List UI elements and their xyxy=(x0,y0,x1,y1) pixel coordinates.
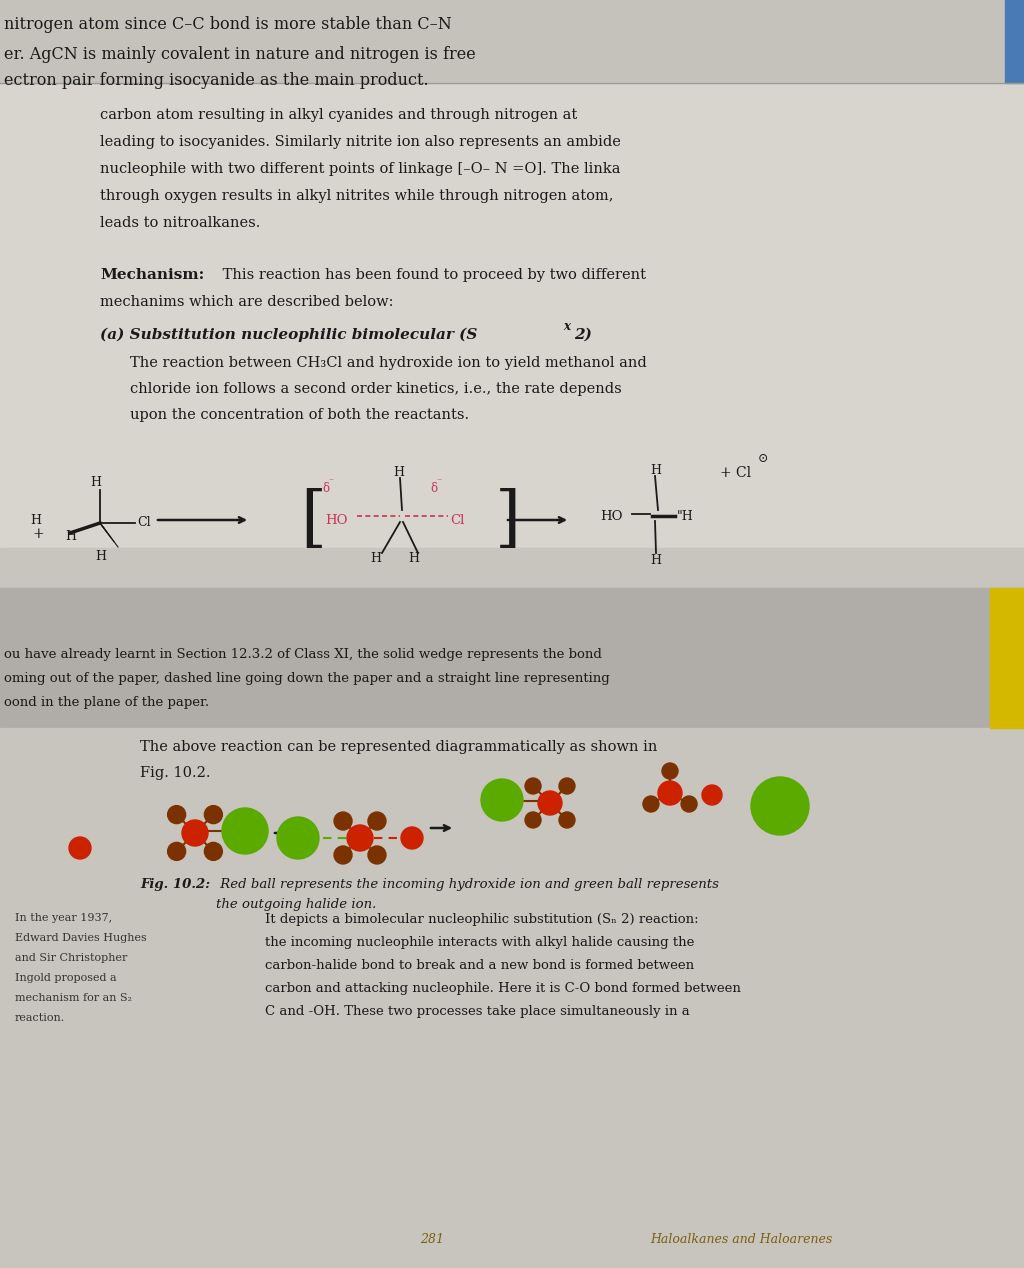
Text: Red ball represents the incoming hydroxide ion and green ball represents: Red ball represents the incoming hydroxi… xyxy=(216,877,719,891)
Text: +: + xyxy=(33,527,45,541)
Text: Mechanism:: Mechanism: xyxy=(100,268,204,281)
Circle shape xyxy=(347,825,373,851)
Text: H: H xyxy=(650,554,662,567)
Text: Haloalkanes and Haloarenes: Haloalkanes and Haloarenes xyxy=(650,1232,833,1246)
Text: ou have already learnt in Section 12.3.2 of Class XI, the solid wedge represents: ou have already learnt in Section 12.3.2… xyxy=(4,648,602,661)
Text: Fig. 10.2:: Fig. 10.2: xyxy=(140,877,210,891)
Circle shape xyxy=(334,846,352,864)
Text: upon the concentration of both the reactants.: upon the concentration of both the react… xyxy=(130,408,469,422)
Bar xyxy=(1005,0,1024,82)
Text: H: H xyxy=(393,467,404,479)
Circle shape xyxy=(681,796,697,812)
Text: ⁻: ⁻ xyxy=(436,478,441,487)
Bar xyxy=(990,588,1024,728)
Text: HO: HO xyxy=(600,510,623,522)
Text: ectron pair forming isocyanide as the main product.: ectron pair forming isocyanide as the ma… xyxy=(4,72,429,89)
Text: carbon and attacking nucleophile. Here it is C-O bond formed between: carbon and attacking nucleophile. Here i… xyxy=(265,981,741,995)
Text: HO: HO xyxy=(325,514,347,526)
Text: [: [ xyxy=(300,487,326,553)
Text: H: H xyxy=(65,530,76,543)
Bar xyxy=(0,728,1024,1268)
Text: H: H xyxy=(408,552,419,564)
Circle shape xyxy=(751,777,809,836)
Text: Ingold proposed a: Ingold proposed a xyxy=(15,973,117,983)
Text: (a) Substitution nucleophilic bimolecular (S: (a) Substitution nucleophilic bimolecula… xyxy=(100,328,477,342)
Text: Cl: Cl xyxy=(450,514,464,526)
Circle shape xyxy=(334,812,352,831)
Text: mechanims which are described below:: mechanims which are described below: xyxy=(100,295,393,309)
Circle shape xyxy=(702,785,722,805)
Text: ⁻: ⁻ xyxy=(328,478,333,487)
Text: nucleophile with two different points of linkage [–O– N =O]. The linka: nucleophile with two different points of… xyxy=(100,162,621,176)
Bar xyxy=(0,82,1024,628)
Text: δ: δ xyxy=(430,482,437,495)
Text: It depicts a bimolecular nucleophilic substitution (Sₙ 2) reaction:: It depicts a bimolecular nucleophilic su… xyxy=(265,913,698,926)
Text: ]: ] xyxy=(495,487,521,553)
Text: Edward Davies Hughes: Edward Davies Hughes xyxy=(15,933,146,943)
Circle shape xyxy=(182,820,208,846)
Text: This reaction has been found to proceed by two different: This reaction has been found to proceed … xyxy=(218,268,646,281)
Text: leads to nitroalkanes.: leads to nitroalkanes. xyxy=(100,216,260,230)
Text: H: H xyxy=(95,549,106,563)
Text: mechanism for an S₂: mechanism for an S₂ xyxy=(15,993,132,1003)
Bar xyxy=(0,548,1024,728)
Text: through oxygen results in alkyl nitrites while through nitrogen atom,: through oxygen results in alkyl nitrites… xyxy=(100,189,613,203)
Circle shape xyxy=(662,763,678,779)
Text: H: H xyxy=(30,514,41,526)
Text: the outgoing halide ion.: the outgoing halide ion. xyxy=(216,898,377,910)
Circle shape xyxy=(205,805,222,824)
Text: + Cl: + Cl xyxy=(720,467,752,481)
Circle shape xyxy=(205,842,222,861)
Text: x: x xyxy=(563,320,570,333)
Text: chloride ion follows a second order kinetics, i.e., the rate depends: chloride ion follows a second order kine… xyxy=(130,382,622,396)
Text: nitrogen atom since C–C bond is more stable than C–N: nitrogen atom since C–C bond is more sta… xyxy=(4,16,452,33)
Text: the incoming nucleophile interacts with alkyl halide causing the: the incoming nucleophile interacts with … xyxy=(265,936,694,948)
Text: Fig. 10.2.: Fig. 10.2. xyxy=(140,766,211,780)
Text: 281: 281 xyxy=(420,1232,444,1246)
Text: and Sir Christopher: and Sir Christopher xyxy=(15,954,127,962)
Circle shape xyxy=(525,812,541,828)
Bar xyxy=(0,0,1024,82)
Text: er. AgCN is mainly covalent in nature and nitrogen is free: er. AgCN is mainly covalent in nature an… xyxy=(4,46,476,63)
Text: In the year 1937,: In the year 1937, xyxy=(15,913,112,923)
Circle shape xyxy=(559,779,574,794)
Text: "H: "H xyxy=(677,510,693,522)
Circle shape xyxy=(643,796,659,812)
Text: reaction.: reaction. xyxy=(15,1013,66,1023)
Text: The above reaction can be represented diagrammatically as shown in: The above reaction can be represented di… xyxy=(140,741,657,754)
Text: 2): 2) xyxy=(574,328,592,342)
Text: leading to isocyanides. Similarly nitrite ion also represents an ambide: leading to isocyanides. Similarly nitrit… xyxy=(100,134,621,150)
Circle shape xyxy=(559,812,574,828)
Circle shape xyxy=(658,781,682,805)
Circle shape xyxy=(368,812,386,831)
Circle shape xyxy=(481,779,523,820)
Circle shape xyxy=(168,842,185,861)
Circle shape xyxy=(278,817,319,858)
Text: oming out of the paper, dashed line going down the paper and a straight line rep: oming out of the paper, dashed line goin… xyxy=(4,672,609,685)
Circle shape xyxy=(69,837,91,858)
Circle shape xyxy=(222,808,268,855)
Text: C and -OH. These two processes take place simultaneously in a: C and -OH. These two processes take plac… xyxy=(265,1006,690,1018)
Text: H: H xyxy=(370,552,381,564)
Text: ⊙: ⊙ xyxy=(758,451,768,464)
Circle shape xyxy=(401,827,423,850)
Text: H: H xyxy=(90,477,101,489)
Circle shape xyxy=(368,846,386,864)
Text: δ: δ xyxy=(322,482,329,495)
Text: H: H xyxy=(650,464,662,477)
Text: Cl: Cl xyxy=(137,516,151,530)
Text: The reaction between CH₃Cl and hydroxide ion to yield methanol and: The reaction between CH₃Cl and hydroxide… xyxy=(130,356,647,370)
Text: carbon-halide bond to break and a new bond is formed between: carbon-halide bond to break and a new bo… xyxy=(265,959,694,973)
Circle shape xyxy=(538,791,562,815)
Circle shape xyxy=(168,805,185,824)
Circle shape xyxy=(525,779,541,794)
Text: oond in the plane of the paper.: oond in the plane of the paper. xyxy=(4,696,209,709)
Bar xyxy=(0,588,1024,728)
Text: carbon atom resulting in alkyl cyanides and through nitrogen at: carbon atom resulting in alkyl cyanides … xyxy=(100,108,578,122)
